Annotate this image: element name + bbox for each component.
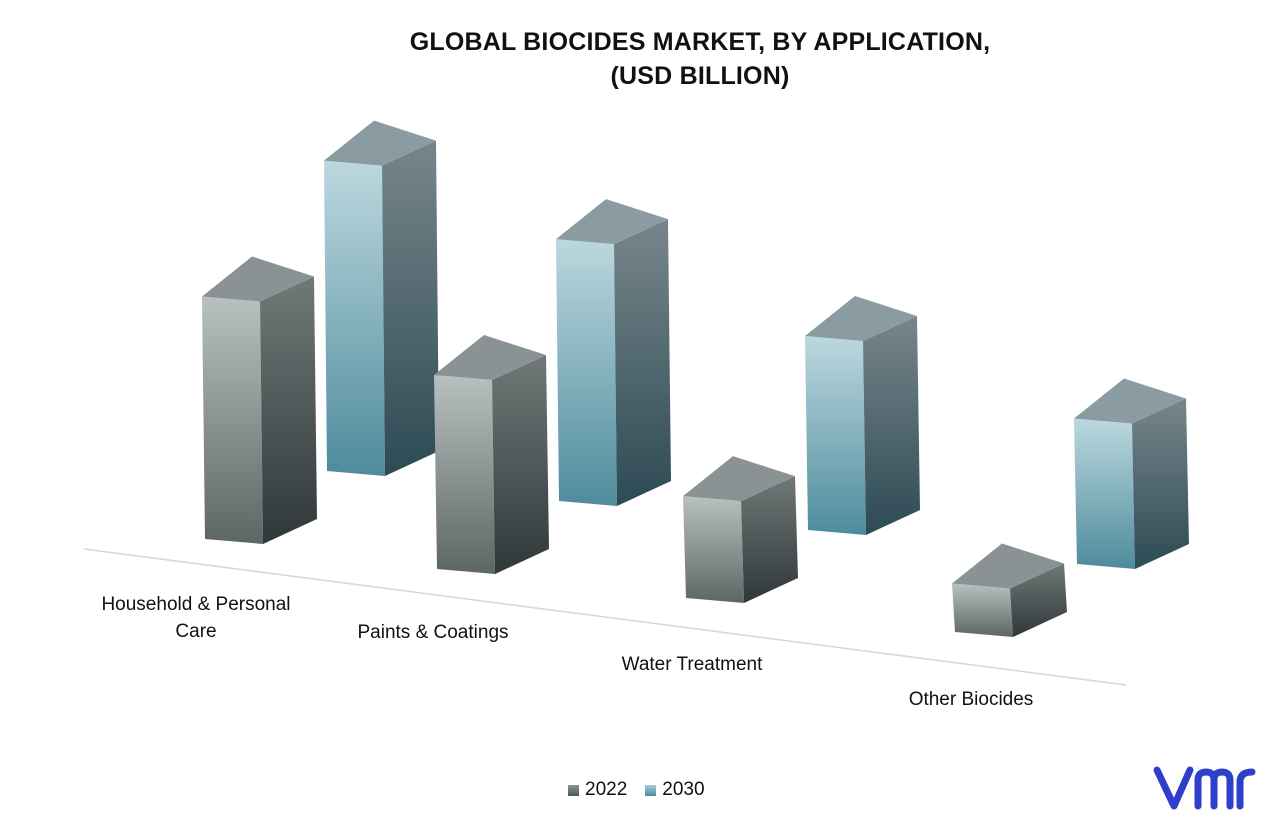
bar-front-face (1074, 418, 1135, 569)
bar-side-face (1010, 563, 1067, 637)
bar-front-face (805, 336, 866, 535)
category-label-line: Water Treatment (621, 654, 763, 675)
bar-side-face (863, 316, 920, 535)
bar-top-face (434, 335, 546, 380)
bar-side-face (492, 355, 549, 574)
legend-label-2022: 2022 (585, 779, 628, 800)
bar-front-face (324, 160, 385, 476)
bar-side-face (1132, 398, 1189, 569)
chart-title-line-1: GLOBAL BIOCIDES MARKET, BY APPLICATION, (409, 28, 991, 56)
category-label-line: Paints & Coatings (357, 622, 509, 643)
floor-line (83, 548, 1127, 686)
bar-2022-1 (434, 335, 549, 574)
bar-front-face (683, 496, 744, 603)
bar-top-face (202, 256, 314, 302)
bar-front-face (952, 583, 1013, 637)
bar-2030-2 (805, 296, 920, 535)
bar-top-face (324, 120, 436, 166)
bar-side-face (614, 219, 671, 506)
legend-item-2022: 2022 (568, 779, 627, 801)
bar-side-face (382, 140, 439, 476)
bar-2030-1 (556, 199, 671, 506)
category-label-line: Household & Personal (101, 594, 291, 615)
bar-top-face (805, 296, 917, 341)
category-label-line: Other Biocides (908, 689, 1034, 710)
bar-front-face (556, 239, 617, 506)
bar-front-face (434, 375, 495, 574)
category-label-paints-coatings: Paints & Coatings (338, 619, 528, 646)
bar-top-face (952, 543, 1064, 589)
category-label-line: Care (175, 621, 217, 642)
bar-2022-0 (202, 256, 317, 544)
legend: 2022 2030 (568, 779, 723, 801)
bar-2022-2 (683, 456, 798, 603)
category-label-household-personal-care: Household & Personal Care (86, 591, 306, 645)
legend-swatch-2022 (568, 784, 579, 796)
bar-2030-0 (324, 120, 439, 476)
chart-title-line-2: (USD BILLION) (610, 62, 790, 90)
bar-top-face (1074, 378, 1186, 424)
bar-top-face (683, 456, 795, 502)
category-label-water-treatment: Water Treatment (597, 651, 787, 678)
bar-front-face (202, 296, 263, 544)
legend-swatch-2030 (645, 784, 657, 796)
bar-2022-3 (952, 543, 1067, 637)
category-label-other-biocides: Other Biocides (884, 686, 1058, 713)
legend-label-2030: 2030 (662, 779, 705, 800)
legend-item-2030: 2030 (645, 779, 705, 801)
vmr-logo-icon (1153, 766, 1256, 810)
bar-2030-3 (1074, 378, 1189, 569)
bar-side-face (260, 276, 317, 544)
bar-top-face (556, 199, 668, 245)
bar-side-face (741, 476, 798, 603)
